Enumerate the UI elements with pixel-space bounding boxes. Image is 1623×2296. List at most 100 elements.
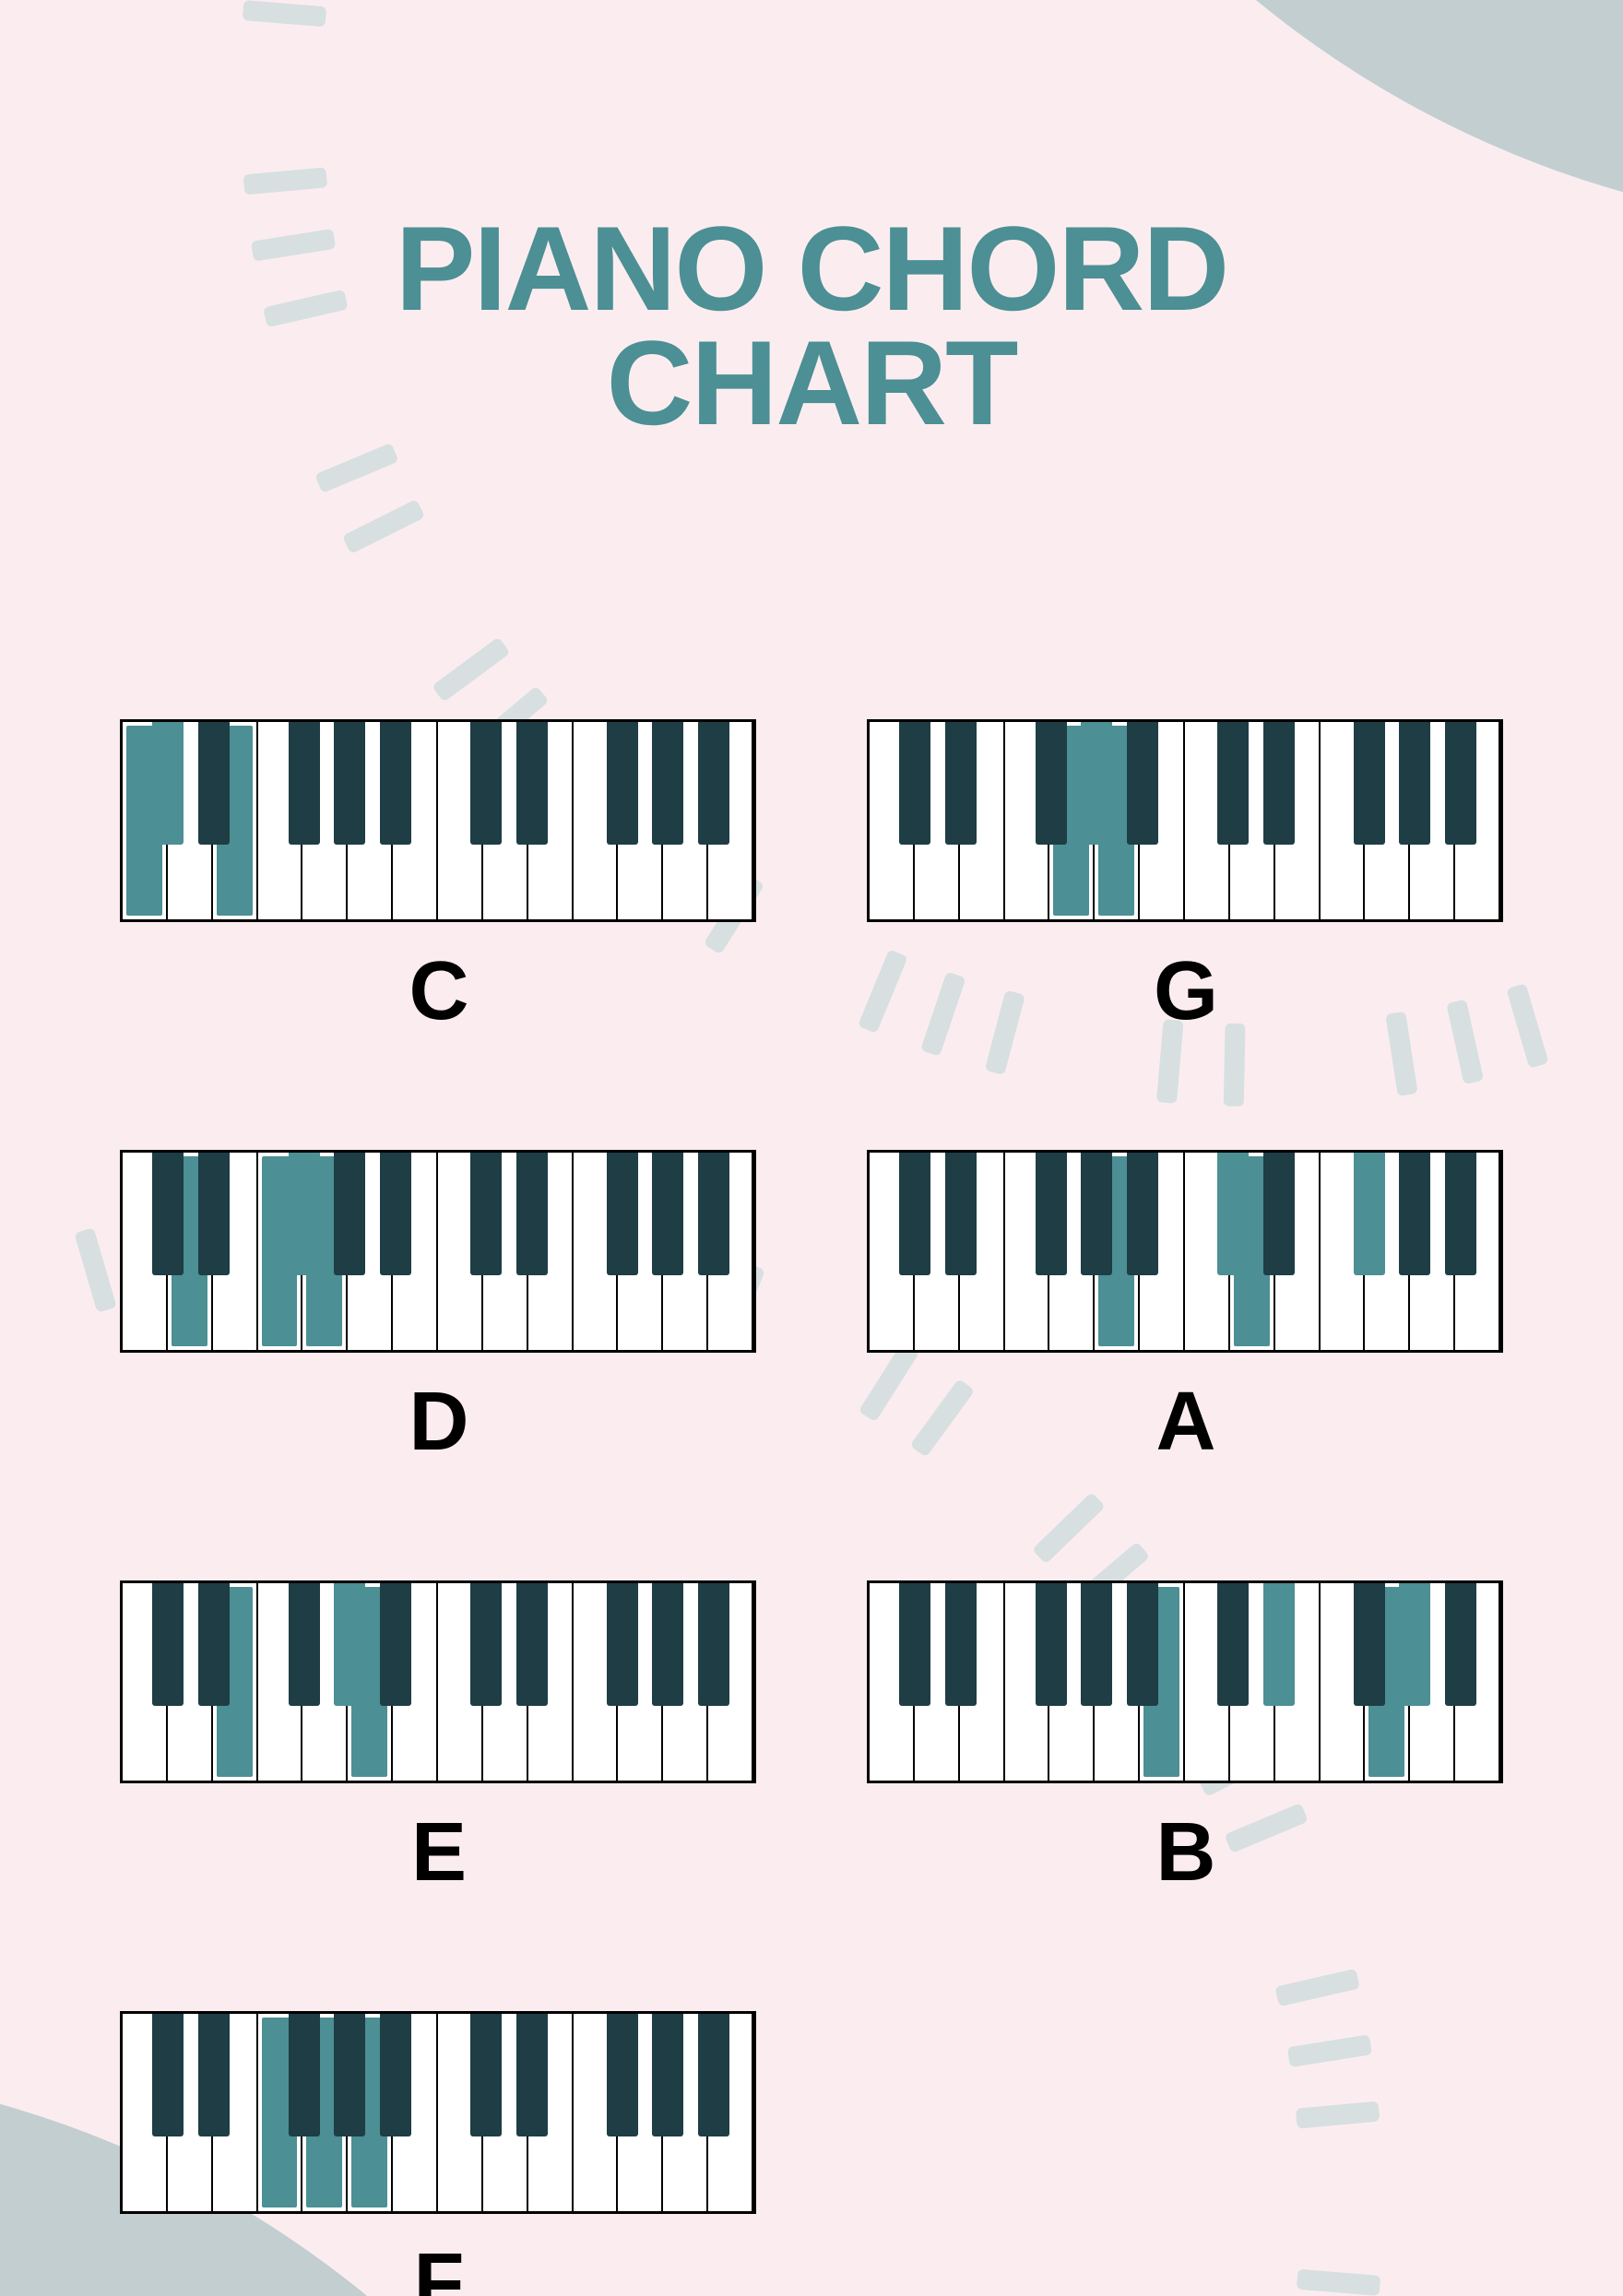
white-key-highlight — [351, 2018, 387, 2207]
white-key — [438, 2014, 483, 2211]
decorative-tick — [243, 0, 326, 27]
white-key — [1455, 1583, 1500, 1781]
chord-e: E — [120, 1580, 756, 1900]
chord-label: F — [414, 2236, 463, 2296]
white-key — [393, 2014, 438, 2211]
white-key — [870, 722, 915, 919]
white-key-highlight — [217, 726, 253, 916]
white-key-highlight — [1053, 726, 1089, 916]
chord-label: G — [1154, 944, 1216, 1039]
white-key — [483, 2014, 528, 2211]
white-key — [1049, 722, 1095, 919]
white-key — [574, 1583, 619, 1781]
white-key — [1095, 1583, 1140, 1781]
white-key — [1321, 1153, 1366, 1350]
white-key — [1095, 722, 1140, 919]
white-key — [528, 1153, 574, 1350]
chord-label: D — [409, 1375, 468, 1470]
white-key — [960, 1583, 1005, 1781]
white-key — [123, 1583, 168, 1781]
white-key — [1365, 1583, 1410, 1781]
white-key — [1140, 722, 1185, 919]
white-key — [1185, 722, 1230, 919]
chord-d: D — [120, 1150, 756, 1470]
chord-a: A — [867, 1150, 1503, 1470]
white-key — [618, 1583, 663, 1781]
white-key — [302, 2014, 348, 2211]
keyboard-diagram — [867, 719, 1503, 922]
title-line-2: CHART — [0, 326, 1623, 441]
white-key — [618, 1153, 663, 1350]
keyboard-diagram — [120, 2011, 756, 2214]
white-key — [168, 2014, 213, 2211]
white-key — [302, 1583, 348, 1781]
white-key — [438, 1583, 483, 1781]
white-key — [1410, 1583, 1455, 1781]
white-key — [438, 1153, 483, 1350]
white-key — [258, 722, 303, 919]
white-key — [708, 2014, 753, 2211]
white-key — [1321, 1583, 1366, 1781]
white-key-highlight — [306, 1156, 342, 1346]
white-key-highlight — [262, 1156, 298, 1346]
white-key — [302, 722, 348, 919]
white-key — [528, 1583, 574, 1781]
white-key — [258, 2014, 303, 2211]
white-key — [1410, 1153, 1455, 1350]
white-key — [663, 1583, 708, 1781]
white-key — [708, 722, 753, 919]
decorative-tick — [432, 636, 510, 702]
white-key — [1230, 722, 1275, 919]
title-line-1: PIANO CHORD — [0, 212, 1623, 326]
white-key — [258, 1583, 303, 1781]
white-key — [960, 1153, 1005, 1350]
page-title: PIANO CHORD CHART — [0, 212, 1623, 440]
white-key — [915, 1153, 960, 1350]
white-key-highlight — [262, 2018, 298, 2207]
white-key — [213, 722, 258, 919]
chord-grid: C G D AEB F — [120, 719, 1503, 2296]
decorative-tick — [74, 1227, 116, 1313]
white-key — [915, 1583, 960, 1781]
white-key — [393, 1153, 438, 1350]
white-key — [1365, 722, 1410, 919]
white-key — [483, 722, 528, 919]
white-key — [1365, 1153, 1410, 1350]
white-key — [663, 2014, 708, 2211]
white-key — [302, 1153, 348, 1350]
white-key — [574, 2014, 619, 2211]
white-key — [1005, 722, 1050, 919]
white-key — [1410, 722, 1455, 919]
chord-c: C — [120, 719, 756, 1039]
white-key — [1005, 1583, 1050, 1781]
white-key-highlight — [1143, 1587, 1179, 1777]
white-key — [528, 2014, 574, 2211]
white-key — [870, 1583, 915, 1781]
white-key — [915, 722, 960, 919]
white-key — [123, 1153, 168, 1350]
keyboard-diagram — [867, 1580, 1503, 1783]
white-key — [123, 722, 168, 919]
keyboard-diagram — [120, 719, 756, 922]
white-key — [213, 1583, 258, 1781]
decorative-tick — [1506, 983, 1548, 1069]
chord-label: C — [409, 944, 468, 1039]
white-key — [1275, 722, 1321, 919]
white-key — [574, 722, 619, 919]
white-key — [1005, 1153, 1050, 1350]
white-key — [1185, 1583, 1230, 1781]
keyboard-diagram — [867, 1150, 1503, 1353]
white-key — [1095, 1153, 1140, 1350]
white-key — [1275, 1583, 1321, 1781]
keyboard-diagram — [120, 1150, 756, 1353]
white-key — [1455, 722, 1500, 919]
white-key — [258, 1153, 303, 1350]
decorative-tick — [243, 167, 328, 195]
white-key-highlight — [351, 1587, 387, 1777]
keyboard-diagram — [120, 1580, 756, 1783]
white-key — [168, 722, 213, 919]
white-key-highlight — [1368, 1587, 1404, 1777]
grid-spacer — [867, 2011, 1503, 2296]
chord-b: B — [867, 1580, 1503, 1900]
white-key-highlight — [217, 1587, 253, 1777]
